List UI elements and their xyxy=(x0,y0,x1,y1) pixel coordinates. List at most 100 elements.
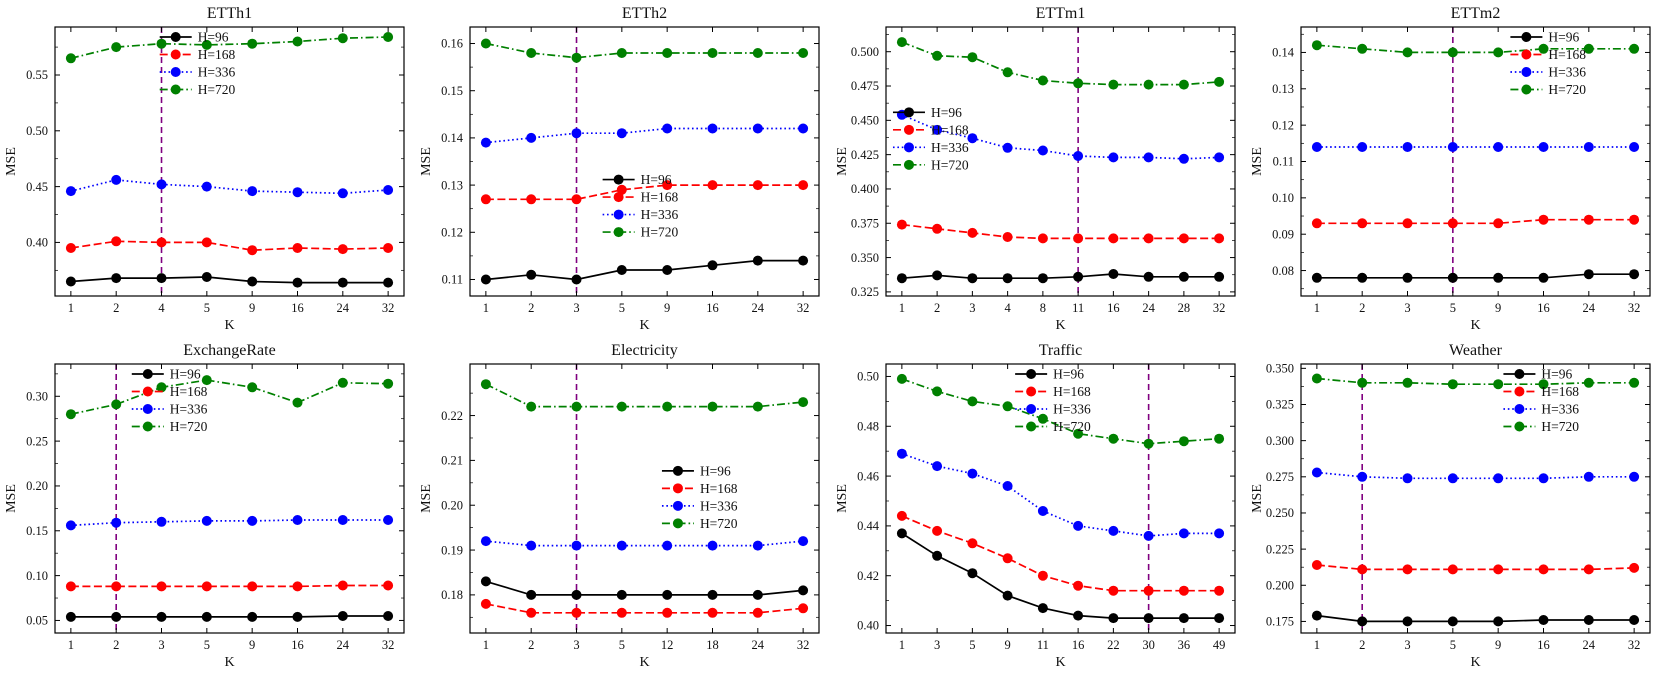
data-point-H=168 xyxy=(1037,233,1048,244)
data-point-H=720 xyxy=(201,375,212,386)
legend-label-H=720: H=720 xyxy=(1541,419,1579,434)
series-line-H=96 xyxy=(486,259,804,281)
data-point-H=168 xyxy=(617,607,628,618)
data-point-H=168 xyxy=(571,607,582,618)
data-point-H=96 xyxy=(481,576,492,587)
data-point-H=168 xyxy=(967,538,978,549)
y-tick-label: 0.21 xyxy=(442,454,464,468)
chart-title: ExchangeRate xyxy=(183,342,275,359)
data-point-H=168 xyxy=(931,525,942,536)
legend-label-H=96: H=96 xyxy=(641,172,672,187)
data-point-H=168 xyxy=(896,219,907,230)
legend: H=96 H=168 H=336 H=720 xyxy=(131,367,208,434)
data-point-H=168 xyxy=(1357,564,1368,575)
legend-marker-H=96 xyxy=(1514,369,1525,379)
data-point-H=168 xyxy=(1628,214,1639,225)
legend-label-H=720: H=720 xyxy=(931,157,969,172)
data-point-H=336 xyxy=(1402,142,1413,152)
x-tick-label: 16 xyxy=(1537,301,1550,315)
data-point-H=96 xyxy=(111,273,122,284)
data-point-H=96 xyxy=(798,255,809,266)
legend-label-H=96: H=96 xyxy=(1548,30,1579,45)
y-tick-label: 0.08 xyxy=(1272,264,1294,278)
legend-label-H=336: H=336 xyxy=(641,207,679,222)
y-tick-label: 0.13 xyxy=(1272,82,1294,96)
data-point-H=720 xyxy=(111,399,122,410)
chart-title: ETTm1 xyxy=(1035,5,1085,22)
data-point-H=168 xyxy=(526,194,537,205)
data-point-H=168 xyxy=(1213,585,1224,596)
x-axis-label: K xyxy=(225,318,235,333)
series-line-H=168 xyxy=(486,184,804,201)
data-point-H=168 xyxy=(1213,233,1224,244)
legend-marker-H=96 xyxy=(613,174,624,185)
data-point-H=336 xyxy=(1213,528,1224,539)
series-line-H=168 xyxy=(1316,218,1634,225)
x-tick-label: 24 xyxy=(1142,301,1155,315)
y-tick-label: 0.05 xyxy=(26,614,48,628)
chart-Traffic: 0.40 0.42 0.44 0.46 0.48 0.50 1 3 5 9 11 16 22 30 36 49… xyxy=(831,337,1246,674)
data-point-H=96 xyxy=(967,273,978,284)
data-point-H=720 xyxy=(481,38,492,49)
data-point-H=720 xyxy=(1628,377,1639,388)
data-point-H=336 xyxy=(1178,528,1189,539)
x-tick-label: 12 xyxy=(661,638,674,652)
chart-Weather: 0.175 0.200 0.225 0.250 0.275 0.300 0.325 0.350… xyxy=(1246,337,1661,674)
data-point-H=168 xyxy=(798,603,809,614)
data-point-H=96 xyxy=(1072,610,1083,621)
chart-svg-ETTh1: 0.400.450.500.551 2 4 5 9 16 24 32KMSEETTh1H=96… xyxy=(4,5,405,333)
data-point-H=720 xyxy=(1538,43,1549,54)
data-point-H=720 xyxy=(201,39,212,50)
legend-marker-H=168 xyxy=(1521,49,1532,60)
y-tick-label: 0.10 xyxy=(26,569,48,583)
x-tick-label: 1 xyxy=(483,301,489,315)
data-point-H=168 xyxy=(383,580,394,591)
series-line-H=168 xyxy=(901,223,1219,240)
series-line-H=96 xyxy=(901,273,1219,280)
data-point-H=336 xyxy=(1447,142,1458,152)
data-point-H=168 xyxy=(247,245,258,256)
data-point-H=96 xyxy=(571,589,582,600)
data-point-H=168 xyxy=(292,243,303,253)
y-tick-label: 0.44 xyxy=(857,519,880,533)
data-point-H=96 xyxy=(337,611,348,621)
y-tick-label: 0.325 xyxy=(1266,398,1294,412)
data-point-H=168 xyxy=(1402,564,1413,575)
data-point-H=96 xyxy=(931,270,942,281)
x-tick-label: 9 xyxy=(1495,301,1501,315)
y-tick-label: 0.12 xyxy=(1272,118,1294,132)
y-tick-label: 0.375 xyxy=(851,216,879,230)
legend-marker-H=168 xyxy=(903,124,914,135)
legend-marker-H=168 xyxy=(1514,386,1525,397)
data-point-H=168 xyxy=(1108,233,1119,244)
x-tick-label: 16 xyxy=(707,301,720,315)
x-tick-label: 4 xyxy=(1004,301,1011,315)
legend-label-H=336: H=336 xyxy=(700,498,738,513)
legend-label-H=720: H=720 xyxy=(1053,419,1091,434)
data-point-H=168 xyxy=(1493,218,1504,229)
data-point-H=96 xyxy=(1538,272,1549,283)
data-point-H=168 xyxy=(111,236,122,247)
y-axis-label: MSE xyxy=(419,147,434,176)
data-point-H=168 xyxy=(526,607,537,618)
data-point-H=96 xyxy=(1311,272,1322,283)
data-point-H=96 xyxy=(967,568,978,579)
data-point-H=336 xyxy=(1402,473,1413,484)
data-point-H=96 xyxy=(1213,613,1224,624)
data-point-H=168 xyxy=(1178,233,1189,244)
y-tick-label: 0.400 xyxy=(851,182,879,196)
data-point-H=720 xyxy=(753,48,764,58)
y-tick-label: 0.10 xyxy=(1272,191,1294,205)
data-point-H=96 xyxy=(201,611,212,622)
data-point-H=336 xyxy=(1493,142,1504,152)
data-point-H=168 xyxy=(247,581,258,592)
y-tick-label: 0.42 xyxy=(857,569,879,583)
series-line-H=720 xyxy=(1316,44,1634,54)
data-point-H=336 xyxy=(662,123,673,134)
legend-marker-H=336 xyxy=(613,209,624,220)
legend-marker-H=168 xyxy=(1025,386,1036,397)
chart-svg-ETTh2: 0.11 0.12 0.13 0.14 0.15 0.16 1 2 3 5 9 16 24 32 K MSE E… xyxy=(419,5,820,333)
data-point-H=720 xyxy=(1311,40,1322,51)
series-line-H=336 xyxy=(901,452,1219,537)
legend-label-H=168: H=168 xyxy=(641,190,679,205)
